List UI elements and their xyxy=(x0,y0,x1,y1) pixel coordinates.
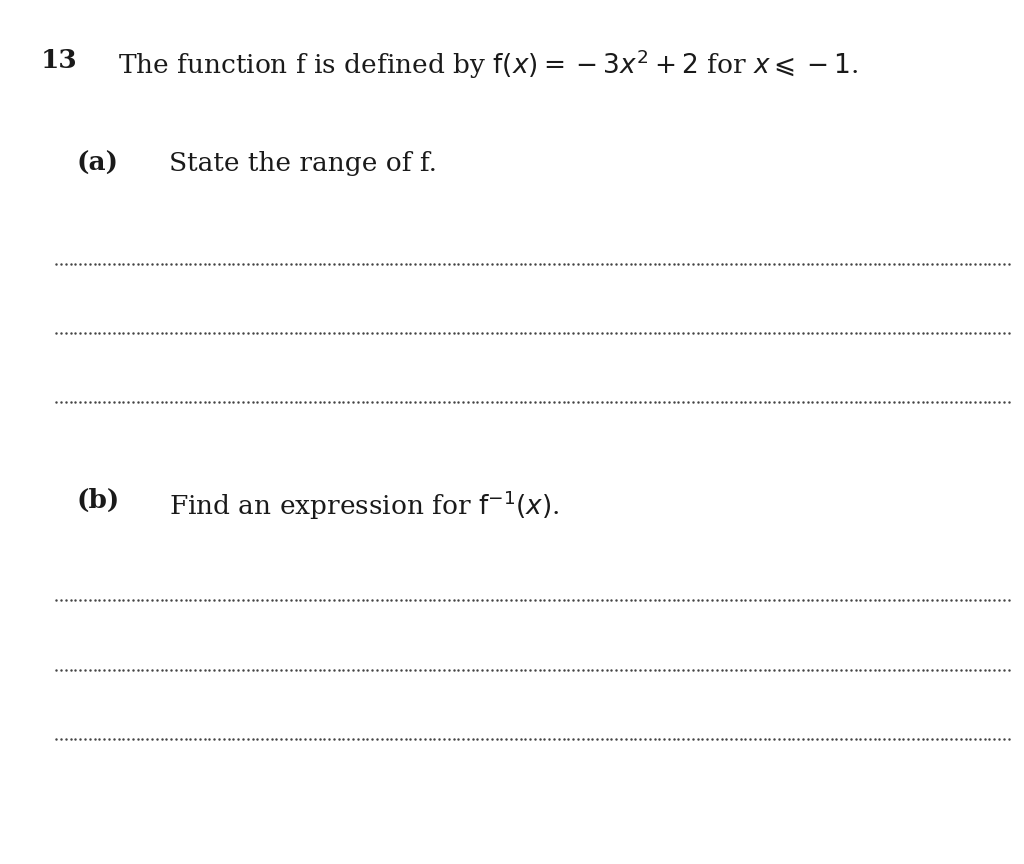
Text: Find an expression for $\mathrm{f}^{-1}(x)$.: Find an expression for $\mathrm{f}^{-1}(… xyxy=(169,488,559,522)
Text: (a): (a) xyxy=(77,151,119,176)
Text: The function f is defined by $\mathrm{f}(x) = -3x^2 + 2$ for $x \leqslant -1$.: The function f is defined by $\mathrm{f}… xyxy=(118,48,858,81)
Text: State the range of f.: State the range of f. xyxy=(169,151,437,176)
Text: (b): (b) xyxy=(77,488,120,513)
Text: 13: 13 xyxy=(41,48,78,73)
